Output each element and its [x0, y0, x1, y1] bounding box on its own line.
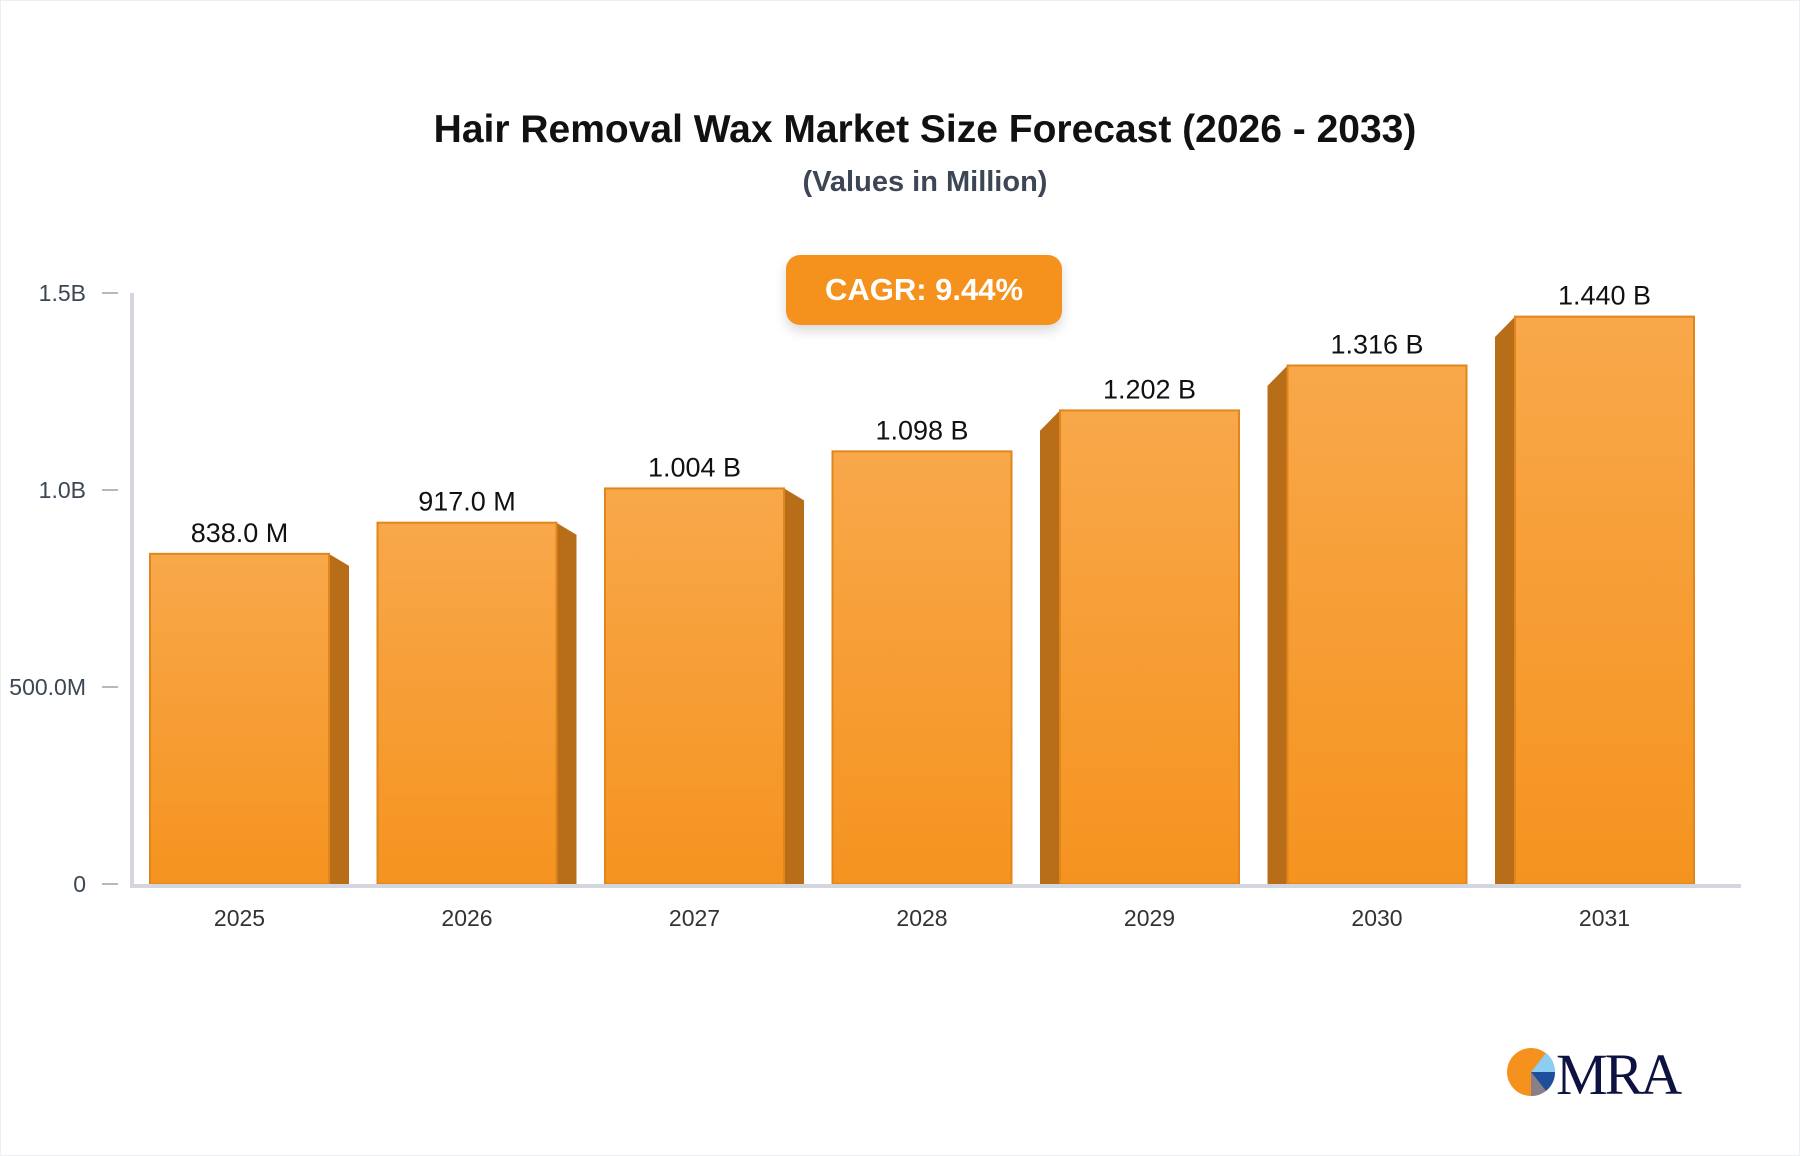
- y-tick-label: 500.0M: [9, 674, 86, 700]
- y-tick-label: 1.0B: [39, 477, 86, 503]
- x-tick-label: 2031: [1579, 905, 1630, 931]
- x-tick-label: 2026: [441, 905, 492, 931]
- bar-side: [784, 488, 804, 884]
- x-tick-label: 2027: [669, 905, 720, 931]
- y-tick-label: 0: [73, 871, 86, 897]
- bar-side: [1040, 410, 1060, 884]
- data-label: 1.098 B: [875, 415, 968, 445]
- data-label: 1.004 B: [648, 452, 741, 482]
- bar: [831, 450, 1013, 885]
- x-tick-label: 2030: [1351, 905, 1402, 931]
- svg-text:MRA: MRA: [1556, 1042, 1682, 1100]
- bar: [376, 521, 558, 886]
- bar-side: [1267, 365, 1288, 885]
- data-label: 1.316 B: [1330, 329, 1423, 359]
- bar: [604, 487, 785, 885]
- bar-side: [1495, 316, 1515, 884]
- bar-side: [556, 522, 577, 884]
- bar: [149, 552, 330, 885]
- data-label: 917.0 M: [418, 487, 516, 517]
- chart-title: Hair Removal Wax Market Size Forecast (2…: [433, 108, 1417, 151]
- x-tick-label: 2028: [896, 905, 947, 931]
- mra-logo: MRA: [1507, 1042, 1685, 1100]
- data-label: 1.440 B: [1558, 281, 1651, 311]
- data-label: 1.202 B: [1103, 374, 1196, 404]
- cagr-badge: CAGR: 9.44%: [786, 255, 1062, 325]
- bar: [1059, 409, 1240, 885]
- x-tick-label: 2025: [214, 905, 265, 931]
- bar: [1514, 315, 1695, 885]
- y-tick-label: 1.5B: [39, 280, 86, 306]
- x-tick-label: 2029: [1124, 905, 1175, 931]
- bar-side: [329, 553, 349, 884]
- chart-subtitle: (Values in Million): [802, 166, 1048, 198]
- bar: [1286, 364, 1468, 886]
- data-label: 838.0 M: [191, 518, 289, 548]
